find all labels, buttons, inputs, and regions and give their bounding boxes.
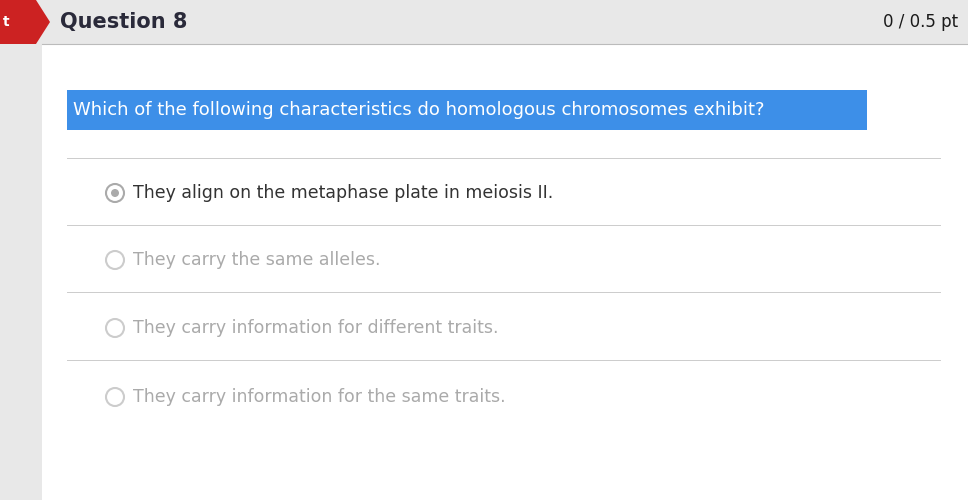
Polygon shape [0,0,50,44]
Text: They carry information for different traits.: They carry information for different tra… [133,319,499,337]
Circle shape [106,388,124,406]
Text: They carry information for the same traits.: They carry information for the same trai… [133,388,505,406]
Text: Which of the following characteristics do homologous chromosomes exhibit?: Which of the following characteristics d… [73,101,765,119]
Circle shape [111,189,119,197]
Circle shape [106,184,124,202]
FancyBboxPatch shape [42,44,968,500]
Text: t: t [3,15,10,29]
Text: Question 8: Question 8 [60,12,188,32]
FancyBboxPatch shape [67,90,867,130]
Circle shape [106,251,124,269]
Text: They align on the metaphase plate in meiosis II.: They align on the metaphase plate in mei… [133,184,554,202]
Circle shape [106,319,124,337]
Text: 0 / 0.5 pt: 0 / 0.5 pt [883,13,958,31]
Text: They carry the same alleles.: They carry the same alleles. [133,251,380,269]
